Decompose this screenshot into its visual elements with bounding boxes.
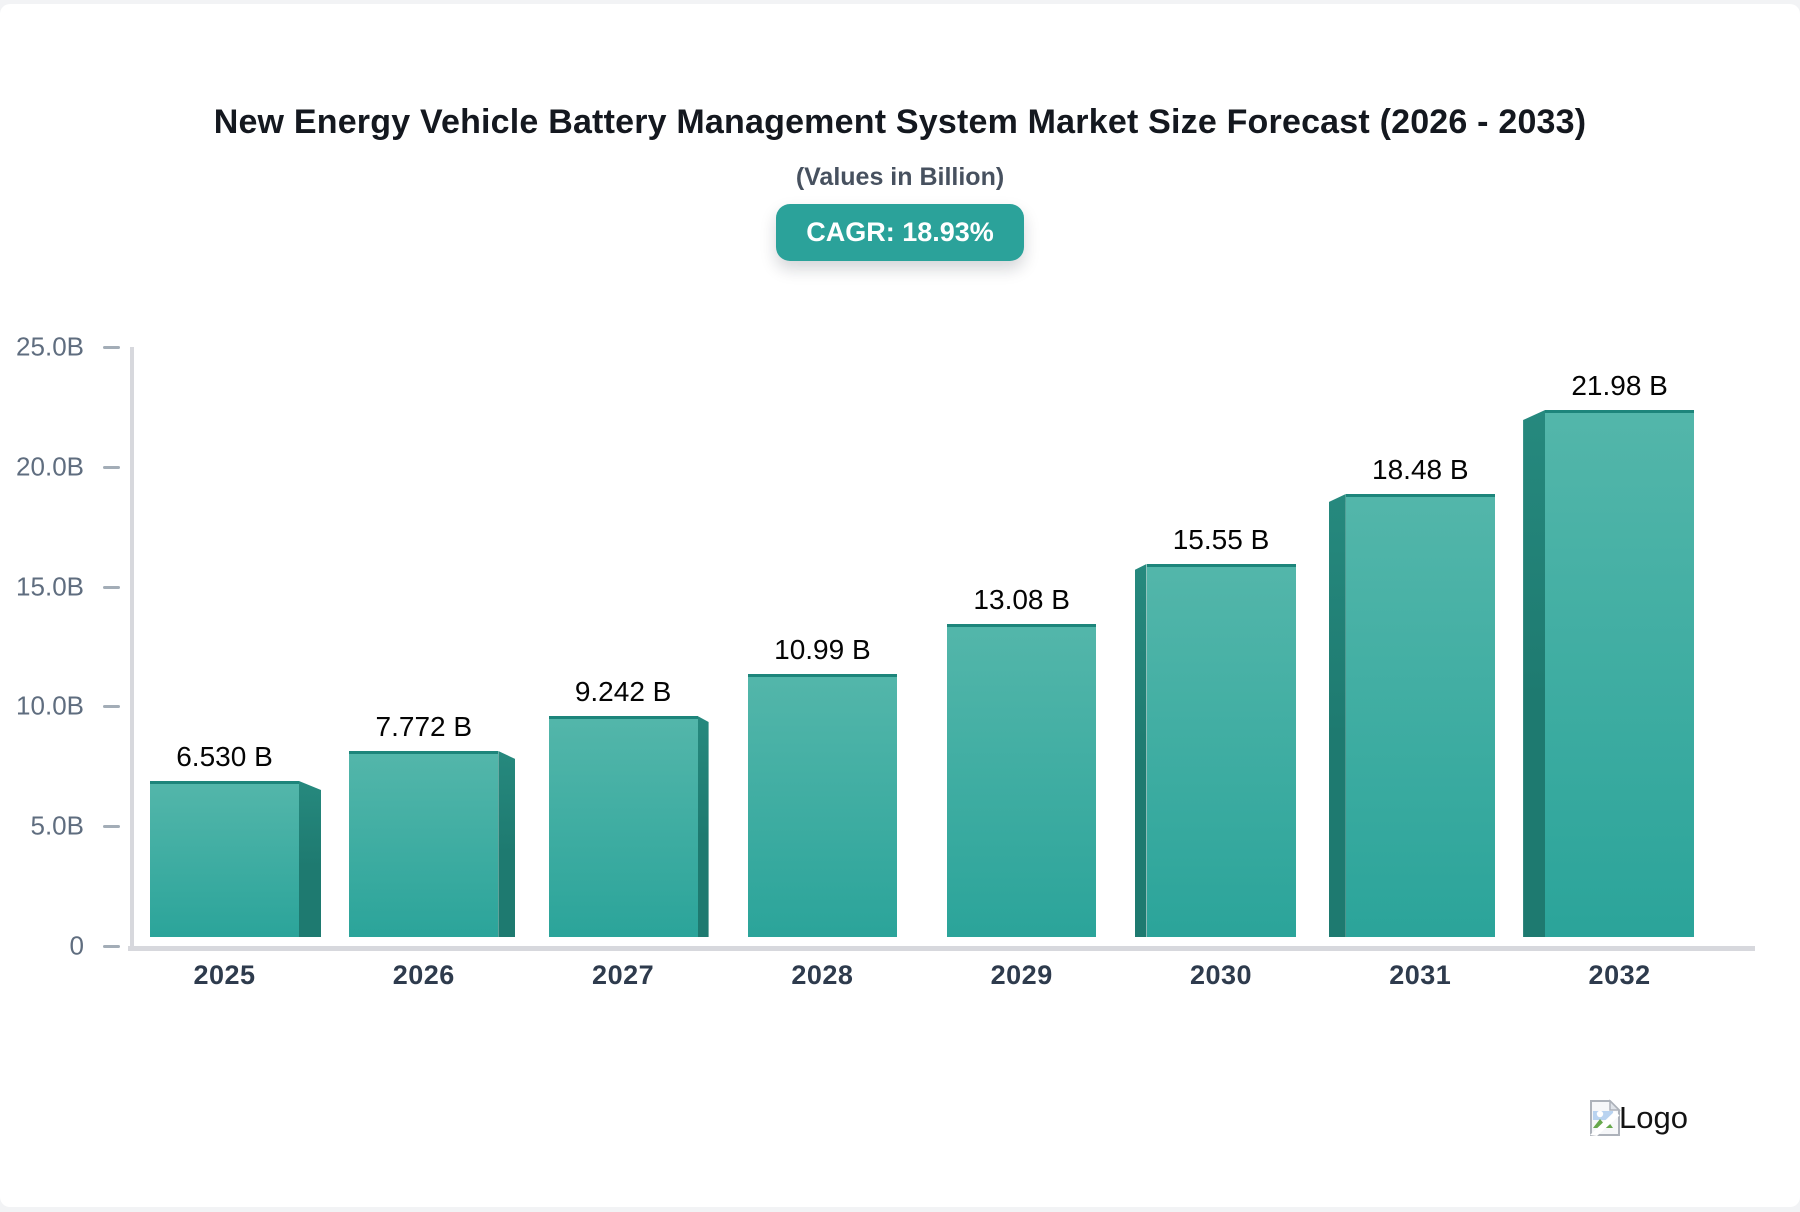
bar-side-face <box>299 781 321 937</box>
chart-card: New Energy Vehicle Battery Management Sy… <box>0 4 1800 1207</box>
bar-front-face <box>747 674 897 937</box>
y-axis-label-5.0B: 5.0B <box>30 810 85 841</box>
bar-value-label: 18.48 B <box>1372 454 1469 485</box>
bar-chart-plot: 25.0B 20.0B 15.0B 10.0B 5.0B 0 6.530 B 2025 7.77… <box>0 4 1800 1207</box>
y-axis-label-0: 0 <box>69 930 84 961</box>
cagr-badge: CAGR: 18.93% <box>776 204 1024 262</box>
logo-text: Logo <box>1619 1100 1688 1135</box>
bar-side-face <box>1328 494 1346 937</box>
y-axis-line <box>130 347 134 951</box>
y-axis-tick <box>103 585 120 589</box>
x-axis-label-2028: 2028 <box>791 960 854 990</box>
bar-value-label: 10.99 B <box>774 634 871 665</box>
y-axis-tick <box>103 945 120 948</box>
y-axis-label-25.0B: 25.0B <box>16 331 84 362</box>
x-axis-label-2031: 2031 <box>1389 960 1452 990</box>
x-axis-line <box>128 946 1755 951</box>
bar-front-face <box>548 716 698 937</box>
chart-header: New Energy Vehicle Battery Management Sy… <box>100 98 1700 262</box>
bar-front-face <box>1545 410 1695 937</box>
bar-2028[interactable]: 10.99 B <box>747 624 897 937</box>
y-axis-tick <box>103 825 120 829</box>
bar-2030[interactable]: 15.55 B <box>1134 514 1296 937</box>
bar-front-face <box>349 751 499 937</box>
y-axis-label-20.0B: 20.0B <box>16 451 84 482</box>
bar-value-label: 21.98 B <box>1571 370 1668 401</box>
bar-side-face <box>1523 410 1546 937</box>
bar-value-label: 7.772 B <box>375 711 473 742</box>
x-axis-label-2025: 2025 <box>193 960 256 990</box>
y-axis-tick <box>103 346 120 349</box>
bar-side-face <box>697 716 709 937</box>
bar-2026[interactable]: 7.772 B <box>349 701 516 937</box>
y-axis-label-15.0B: 15.0B <box>16 571 84 602</box>
bar-2032[interactable]: 21.98 B <box>1523 360 1695 937</box>
bar-2031[interactable]: 18.48 B <box>1328 444 1495 937</box>
y-axis-tick <box>103 705 120 709</box>
bar-side-face <box>1134 564 1147 937</box>
x-axis-label-2030: 2030 <box>1189 960 1253 990</box>
y-axis-label-10.0B: 10.0B <box>16 690 84 721</box>
logo: Logo <box>1588 1097 1688 1139</box>
bar-front-face <box>947 624 1097 937</box>
x-axis-label-2029: 2029 <box>990 960 1053 990</box>
bar-value-label: 9.242 B <box>574 676 672 707</box>
y-axis-tick <box>103 465 120 469</box>
x-axis-label-2027: 2027 <box>592 960 655 990</box>
bar-value-label: 6.530 B <box>176 741 273 772</box>
bar-front-face <box>150 781 299 937</box>
chart-title: New Energy Vehicle Battery Management Sy… <box>213 103 1587 141</box>
bar-side-face <box>498 751 516 937</box>
bar-2027[interactable]: 9.242 B <box>548 666 709 937</box>
x-axis-label-2032: 2032 <box>1588 960 1651 990</box>
bar-value-label: 13.08 B <box>973 584 1070 615</box>
x-axis-label-2026: 2026 <box>392 960 455 990</box>
broken-image-icon <box>1590 1099 1621 1136</box>
bar-2025[interactable]: 6.530 B <box>150 731 321 937</box>
chart-subtitle: (Values in Billion) <box>795 163 1005 192</box>
bar-2029[interactable]: 13.08 B <box>947 574 1097 937</box>
bar-front-face <box>1146 564 1296 937</box>
bar-value-label: 15.55 B <box>1172 524 1270 555</box>
bar-front-face <box>1345 494 1495 937</box>
